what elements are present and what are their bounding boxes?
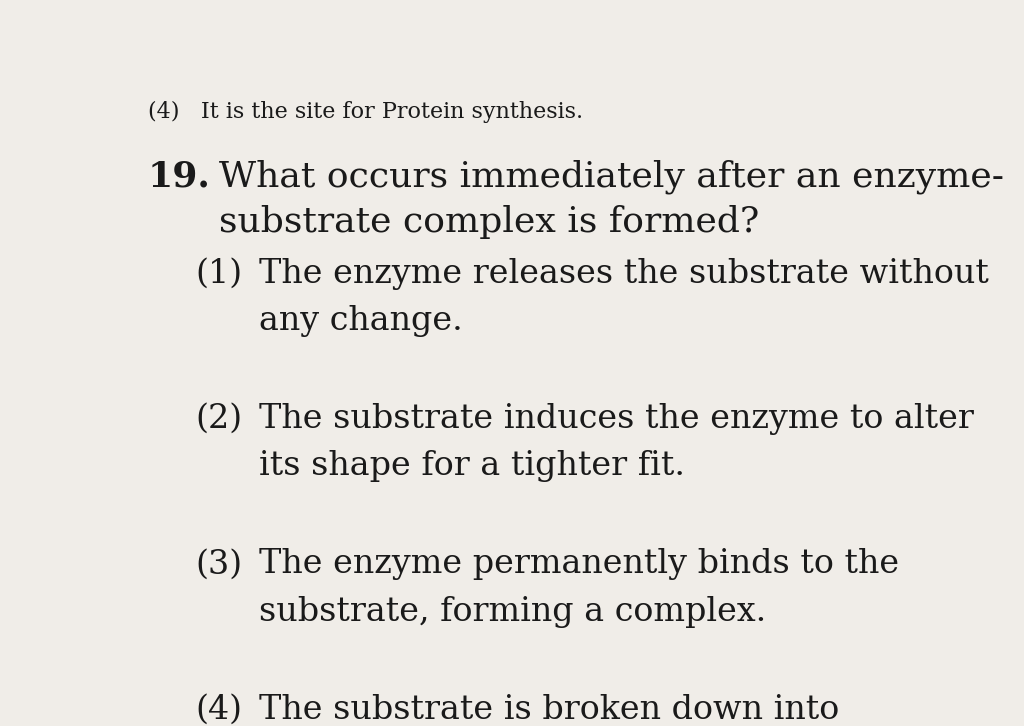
Text: (3): (3): [196, 548, 243, 580]
Text: its shape for a tighter fit.: its shape for a tighter fit.: [259, 450, 685, 483]
Text: The substrate induces the enzyme to alter: The substrate induces the enzyme to alte…: [259, 403, 974, 435]
Text: (4): (4): [196, 693, 243, 726]
Text: substrate complex is formed?: substrate complex is formed?: [219, 205, 760, 239]
Text: The substrate is broken down into: The substrate is broken down into: [259, 693, 840, 726]
Text: 19.: 19.: [147, 160, 211, 194]
Text: substrate, forming a complex.: substrate, forming a complex.: [259, 596, 766, 628]
Text: (4)   It is the site for Protein synthesis.: (4) It is the site for Protein synthesis…: [147, 101, 583, 123]
Text: (2): (2): [196, 403, 243, 435]
Text: (1): (1): [196, 258, 243, 290]
Text: any change.: any change.: [259, 305, 463, 337]
Text: The enzyme permanently binds to the: The enzyme permanently binds to the: [259, 548, 899, 580]
Text: What occurs immediately after an enzyme-: What occurs immediately after an enzyme-: [219, 160, 1005, 195]
Text: The enzyme releases the substrate without: The enzyme releases the substrate withou…: [259, 258, 989, 290]
